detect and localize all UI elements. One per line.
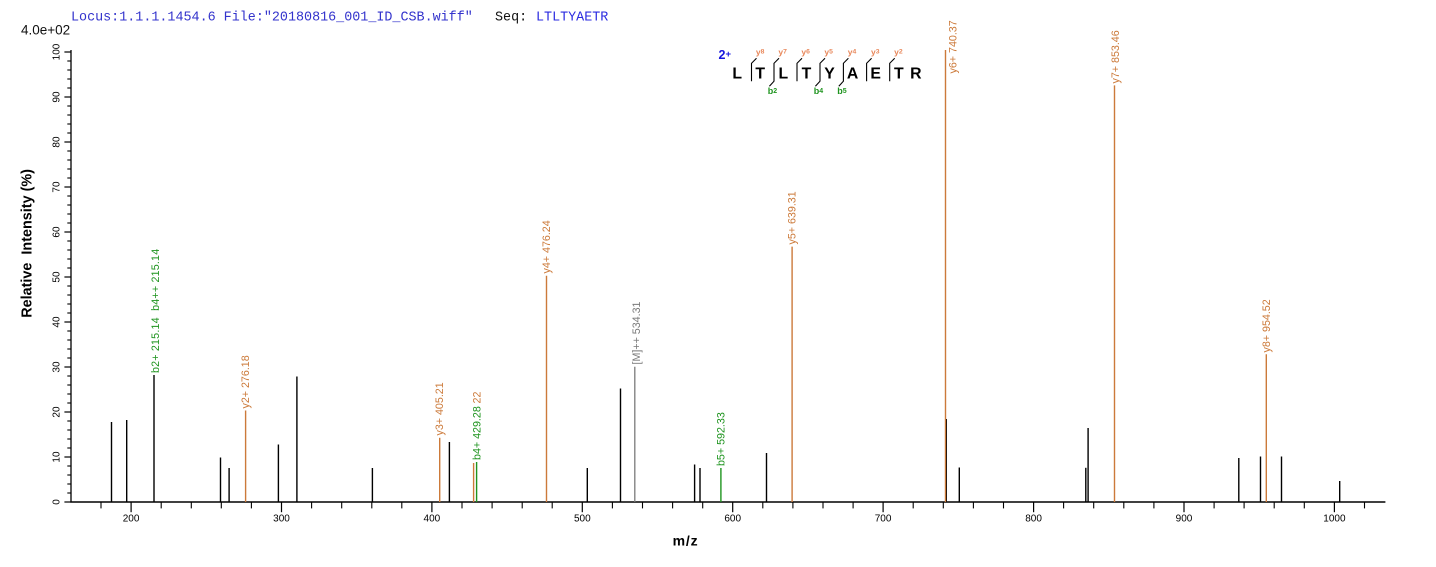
svg-text:Locus:1.1.1.1454.6 File:"20180: Locus:1.1.1.1454.6 File:"20180816_001_ID… bbox=[71, 10, 473, 25]
svg-text:b2: b2 bbox=[768, 86, 778, 96]
svg-text:400: 400 bbox=[424, 514, 441, 525]
svg-text:4.0e+02: 4.0e+02 bbox=[21, 23, 70, 38]
svg-text:900: 900 bbox=[1176, 514, 1193, 525]
svg-text:y5: y5 bbox=[824, 47, 833, 57]
svg-text:y4+ 476.24: y4+ 476.24 bbox=[541, 220, 553, 273]
svg-text:500: 500 bbox=[574, 514, 591, 525]
svg-text:y2+ 276.18: y2+ 276.18 bbox=[240, 355, 252, 408]
svg-text:T: T bbox=[802, 66, 812, 83]
svg-text:L: L bbox=[778, 66, 788, 83]
svg-text:70: 70 bbox=[52, 181, 63, 193]
svg-text:90: 90 bbox=[52, 91, 63, 103]
svg-text:R: R bbox=[910, 66, 922, 83]
svg-text:Y: Y bbox=[824, 66, 835, 83]
svg-text:b5+ 592.33: b5+ 592.33 bbox=[715, 412, 727, 466]
svg-text:Relative Intensity (%): Relative Intensity (%) bbox=[19, 169, 35, 318]
svg-text:y5+ 639.31: y5+ 639.31 bbox=[787, 191, 799, 244]
svg-text:T: T bbox=[755, 66, 765, 83]
svg-text:y6+ 740.37: y6+ 740.37 bbox=[948, 20, 960, 73]
svg-text:20: 20 bbox=[52, 406, 63, 418]
svg-text:y3+ 405.21: y3+ 405.21 bbox=[434, 382, 446, 435]
svg-text:b4: b4 bbox=[814, 86, 824, 96]
svg-text:T: T bbox=[894, 66, 904, 83]
svg-text:100: 100 bbox=[52, 43, 63, 60]
svg-text:Seq:: Seq: bbox=[495, 10, 527, 25]
svg-text:1000: 1000 bbox=[1323, 514, 1346, 525]
svg-text:2+: 2+ bbox=[719, 48, 732, 62]
svg-text:30: 30 bbox=[52, 361, 63, 373]
svg-text:0: 0 bbox=[52, 499, 63, 505]
svg-text:y7: y7 bbox=[778, 47, 787, 57]
svg-text:y8+ 954.52: y8+ 954.52 bbox=[1261, 299, 1273, 352]
svg-text:b4+ 429.28: b4+ 429.28 bbox=[471, 406, 483, 460]
svg-text:y7+ 853.46: y7+ 853.46 bbox=[1110, 30, 1122, 83]
svg-text:800: 800 bbox=[1025, 514, 1042, 525]
svg-text:300: 300 bbox=[273, 514, 290, 525]
svg-text:LTLTYAETR: LTLTYAETR bbox=[536, 10, 608, 25]
svg-text:A: A bbox=[847, 66, 858, 83]
svg-text:10: 10 bbox=[52, 451, 63, 463]
svg-text:E: E bbox=[870, 66, 881, 83]
svg-text:40: 40 bbox=[52, 316, 63, 328]
svg-text:L: L bbox=[732, 66, 742, 83]
svg-text:700: 700 bbox=[875, 514, 892, 525]
svg-text:b5: b5 bbox=[837, 86, 847, 96]
svg-text:600: 600 bbox=[724, 514, 741, 525]
svg-text:50: 50 bbox=[52, 271, 63, 283]
svg-text:y6: y6 bbox=[801, 47, 810, 57]
svg-text:y4: y4 bbox=[848, 47, 857, 57]
svg-text:y8: y8 bbox=[756, 47, 765, 57]
svg-text:[M]++ 534.31: [M]++ 534.31 bbox=[631, 301, 643, 364]
svg-text:m/z: m/z bbox=[673, 533, 699, 549]
svg-text:b2+ 215.14 b4++ 215.14: b2+ 215.14 b4++ 215.14 bbox=[150, 249, 162, 373]
svg-text:80: 80 bbox=[52, 136, 63, 148]
svg-text:y3: y3 bbox=[871, 47, 880, 57]
svg-text:22: 22 bbox=[471, 392, 483, 404]
svg-text:60: 60 bbox=[52, 226, 63, 238]
svg-text:200: 200 bbox=[123, 514, 140, 525]
svg-text:y2: y2 bbox=[894, 47, 903, 57]
